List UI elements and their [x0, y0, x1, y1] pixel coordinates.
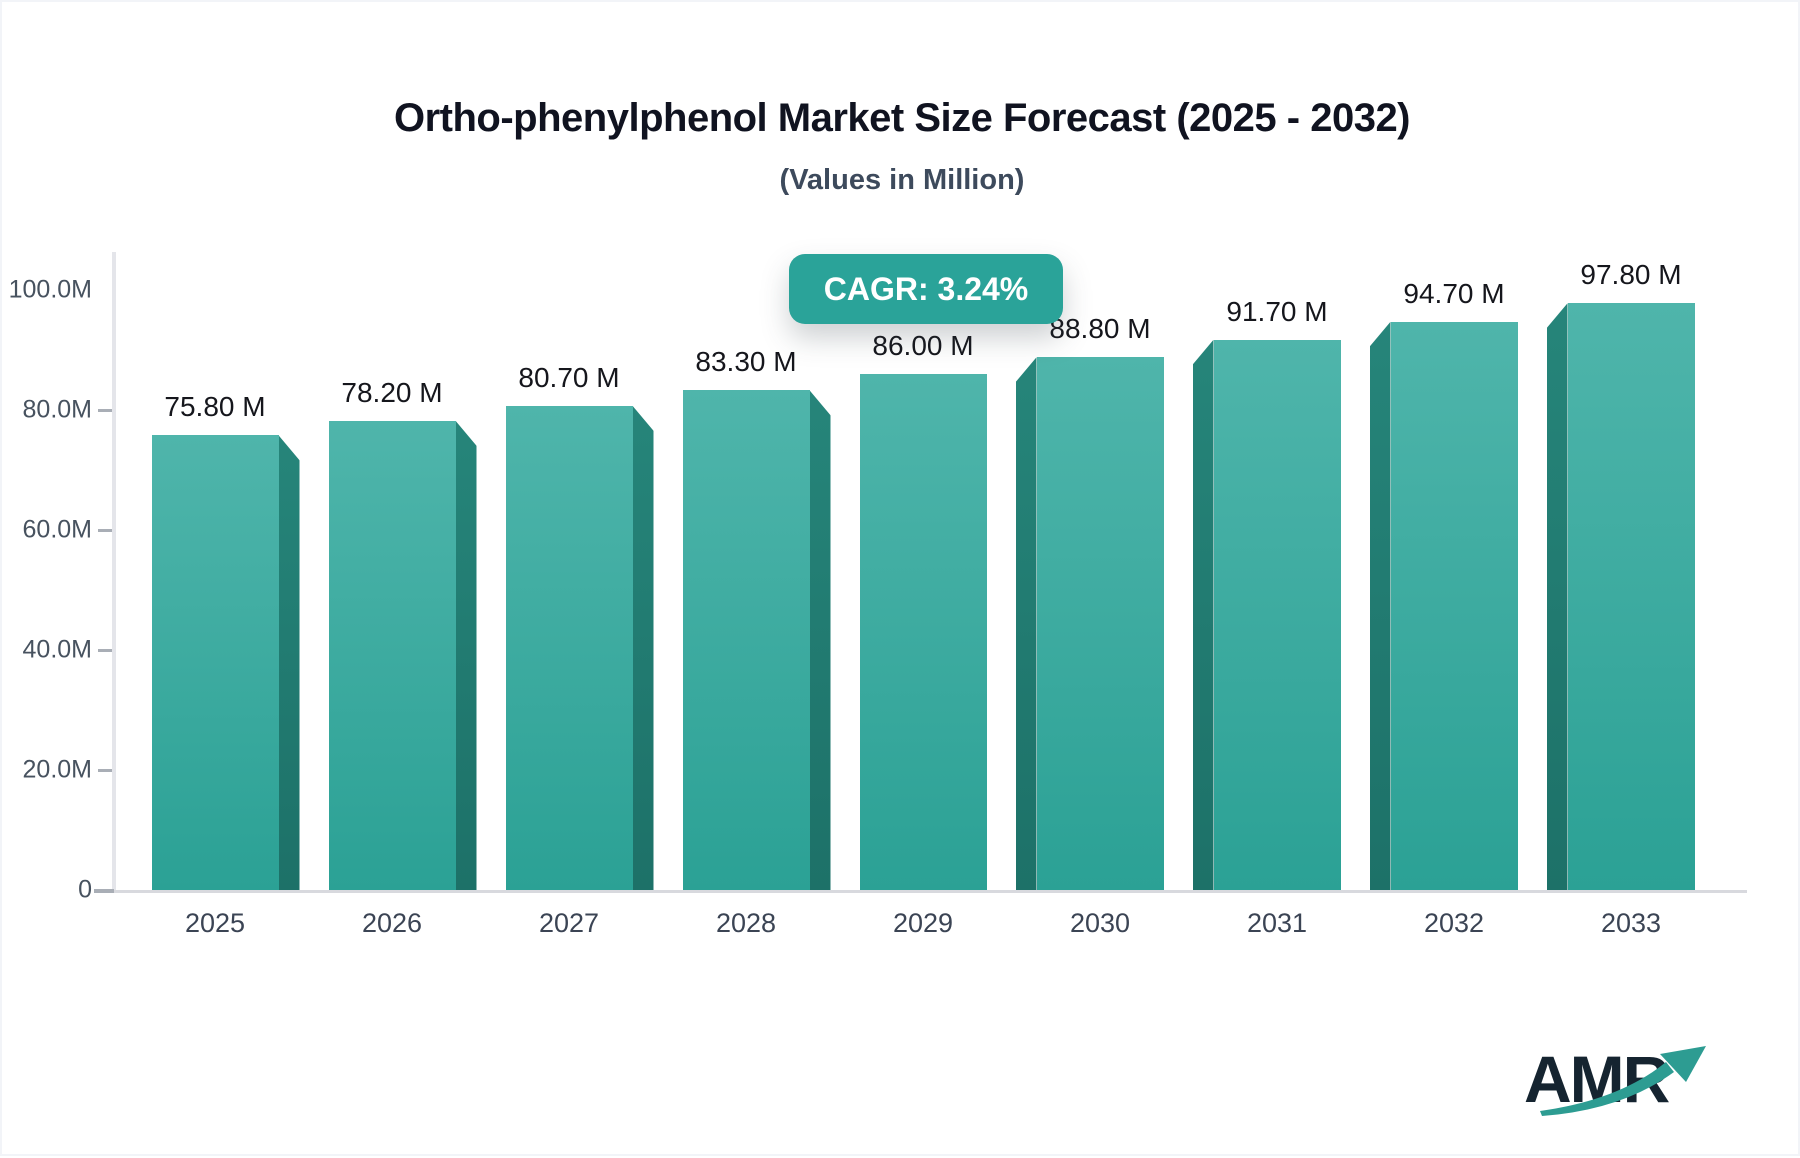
y-axis-tick-label: 20.0M	[22, 755, 92, 784]
x-axis-tick-label: 2027	[538, 908, 600, 938]
bar	[328, 420, 456, 890]
bar-value-label: 86.00 M	[872, 330, 974, 361]
x-axis-tick-label: 2029	[892, 908, 954, 938]
bar-3d-side	[455, 420, 477, 890]
bar	[505, 405, 633, 890]
x-axis-baseline	[110, 890, 1747, 893]
chart-title: Ortho-phenylphenol Market Size Forecast …	[393, 96, 1411, 140]
bar	[1567, 303, 1695, 890]
y-axis-tick-label: 40.0M	[22, 635, 92, 664]
y-axis-tick-mark	[98, 529, 112, 532]
bar-value-label: 94.70 M	[1403, 277, 1505, 309]
y-axis-tick-mark	[98, 769, 112, 772]
y-axis-tick-label: 0	[78, 875, 92, 904]
bar-value-label: 88.80 M	[1049, 313, 1151, 345]
bar-3d-side	[1369, 321, 1391, 890]
bar-value-label: 78.20 M	[341, 376, 443, 408]
bar	[682, 390, 810, 890]
bar-value-label: 83.30 M	[695, 346, 797, 378]
bar-3d-side	[278, 435, 300, 890]
x-axis-tick-label: 2030	[1069, 908, 1131, 938]
bar-value-label: 80.70 M	[518, 361, 620, 393]
x-axis-tick-label: 2031	[1246, 908, 1308, 938]
y-axis-tick-mark	[94, 889, 114, 893]
x-axis-tick-label: 2033	[1600, 908, 1662, 938]
cagr-badge-label: CAGR: 3.24%	[823, 270, 1029, 307]
y-axis-line	[112, 252, 116, 893]
bar	[1036, 357, 1164, 890]
x-axis-tick-label: 2025	[184, 908, 246, 938]
bar-3d-side	[632, 405, 654, 890]
logo-arrow-icon	[1540, 1046, 1706, 1116]
bar-value-label: 75.80 M	[164, 391, 266, 423]
x-axis-tick-label: 2026	[361, 908, 423, 938]
bar	[1390, 321, 1518, 890]
y-axis-tick-mark	[98, 649, 112, 652]
bar	[1213, 339, 1341, 890]
x-axis-tick-label: 2028	[715, 908, 777, 938]
bar	[151, 435, 279, 890]
y-axis-tick-label: 80.0M	[22, 395, 92, 424]
bar-3d-side	[1015, 357, 1037, 890]
bar-value-label: 91.70 M	[1226, 295, 1328, 327]
cagr-badge: CAGR: 3.24%	[789, 254, 1063, 324]
x-axis-tick-label: 2032	[1423, 908, 1485, 938]
bar-3d-side	[809, 390, 831, 890]
bar	[859, 374, 987, 890]
y-axis-tick-mark	[98, 409, 112, 412]
y-axis-tick-label: 60.0M	[22, 515, 92, 544]
y-axis-tick-label: 100.0M	[8, 275, 92, 304]
chart-subtitle: (Values in Million)	[779, 164, 1025, 196]
bar-value-label: 97.80 M	[1580, 259, 1682, 291]
amr-logo: AMR	[1524, 1042, 1706, 1116]
bar-3d-side	[1192, 339, 1214, 890]
bar-3d-side	[1546, 303, 1568, 890]
